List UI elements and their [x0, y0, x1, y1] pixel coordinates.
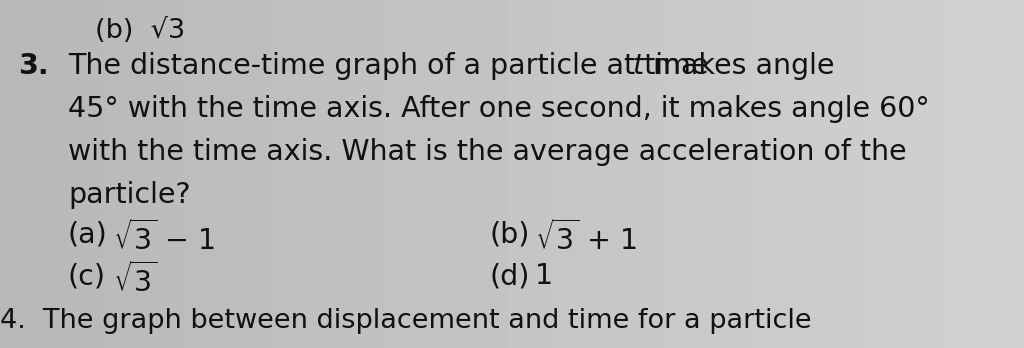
Text: 45° with the time axis. After one second, it makes angle 60°: 45° with the time axis. After one second… [68, 95, 930, 123]
Text: 4.  The graph between displacement and time for a particle: 4. The graph between displacement and ti… [0, 308, 812, 334]
Text: t: t [632, 52, 643, 80]
Text: (b)  √3: (b) √3 [95, 18, 185, 44]
Text: The distance-time graph of a particle at time: The distance-time graph of a particle at… [68, 52, 718, 80]
Text: $\sqrt{3}$: $\sqrt{3}$ [113, 262, 157, 298]
Text: $\sqrt{3}$ + 1: $\sqrt{3}$ + 1 [535, 220, 637, 256]
Text: (d): (d) [490, 262, 530, 290]
Text: (c): (c) [68, 262, 106, 290]
Text: particle?: particle? [68, 181, 190, 209]
Text: (a): (a) [68, 220, 108, 248]
Text: 1: 1 [535, 262, 553, 290]
Text: with the time axis. What is the average acceleration of the: with the time axis. What is the average … [68, 138, 906, 166]
Text: (b): (b) [490, 220, 530, 248]
Text: 3.: 3. [18, 52, 48, 80]
Text: makes angle: makes angle [644, 52, 835, 80]
Text: $\sqrt{3}$ − 1: $\sqrt{3}$ − 1 [113, 220, 215, 256]
